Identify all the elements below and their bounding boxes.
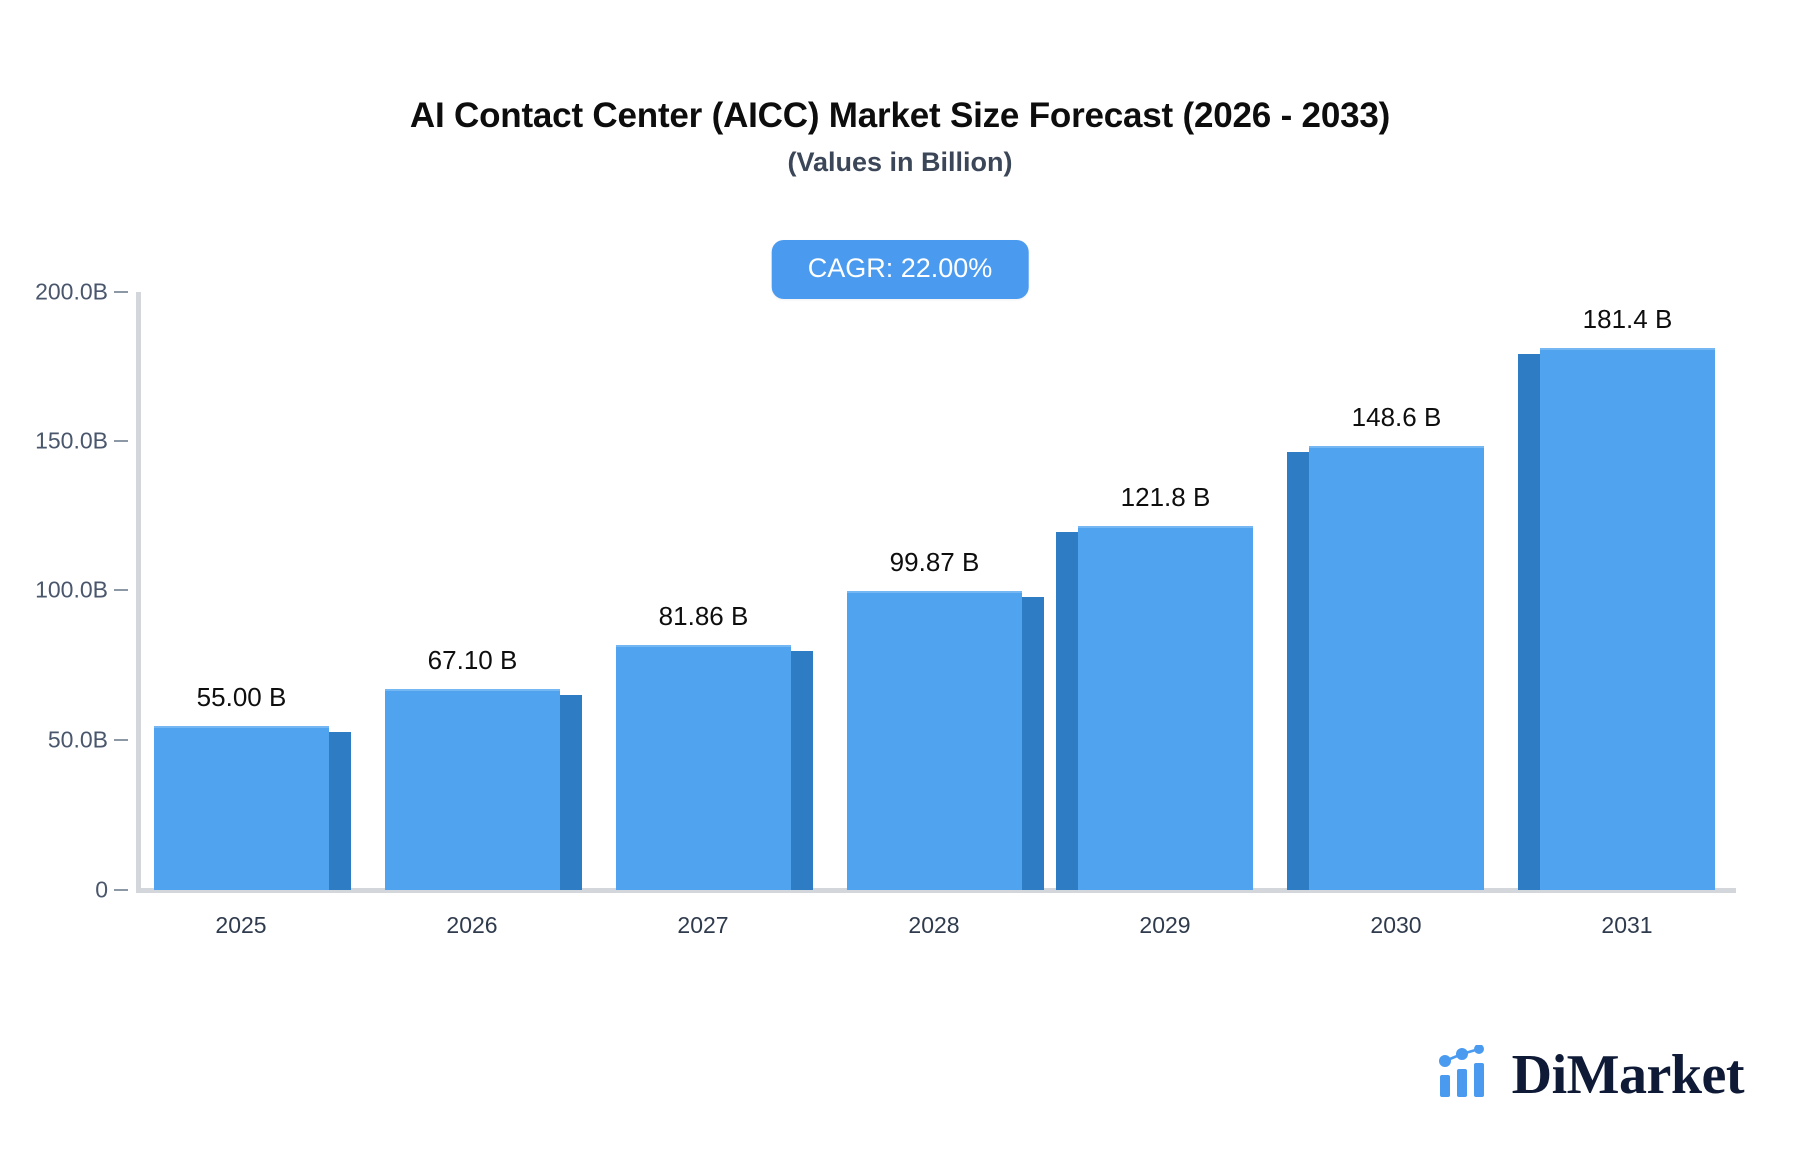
chart-title: AI Contact Center (AICC) Market Size For… [409,96,1391,135]
bar-side-2031 [1518,354,1540,890]
y-tick-mark-100 [114,589,128,591]
chart-subtitle: (Values in Billion) [787,147,1013,177]
y-tick-mark-150 [114,440,128,442]
y-tick-mark-50 [114,739,128,741]
bar-side-2025 [329,732,351,890]
x-tick-label-2027: 2027 [677,912,729,938]
x-tick-label-2026: 2026 [446,912,498,938]
bar-value-label-2030: 148.6 B [1351,402,1442,432]
x-tick-label-2029: 2029 [1139,912,1191,938]
y-tick-label-50: 50.0B [47,726,108,753]
bar-2027[interactable]: 81.86 B [616,601,813,890]
bar-2025[interactable]: 55.00 B [154,682,351,890]
bar-2030[interactable]: 148.6 B [1287,402,1484,890]
bar-side-2029 [1056,532,1078,890]
x-tick-label-2025: 2025 [215,912,267,938]
bar-face-2030 [1309,446,1484,890]
x-tick-label-2028: 2028 [908,912,960,938]
bar-side-2027 [791,651,813,890]
bar-value-label-2031: 181.4 B [1582,304,1673,334]
y-tick-mark-200 [114,291,128,293]
bar-2029[interactable]: 121.8 B [1056,482,1253,890]
bar-value-label-2025: 55.00 B [196,682,287,712]
x-axis-line [136,888,1736,893]
dimarket-logo: DiMarket [1438,1043,1745,1106]
y-axis-line [136,292,141,890]
bar-value-label-2028: 99.87 B [889,547,980,577]
y-tick-label-150: 150.0B [35,427,108,454]
y-tick-mark-0 [114,889,128,891]
bar-value-label-2026: 67.10 B [427,645,518,675]
x-tick-label-2031: 2031 [1601,912,1653,938]
y-tick-label-100: 100.0B [35,576,108,603]
bar-chart-dots-icon [1438,1044,1498,1104]
bar-side-2028 [1022,597,1044,890]
bar-2031[interactable]: 181.4 B [1518,304,1715,890]
bar-face-2026 [385,689,560,890]
bar-value-label-2027: 81.86 B [658,601,749,631]
bar-2028[interactable]: 99.87 B [847,547,1044,890]
bar-side-2026 [560,695,582,890]
y-tick-label-200: 200.0B [35,278,108,305]
bar-face-2031 [1540,348,1715,890]
bar-face-2025 [154,726,329,890]
bar-face-2027 [616,645,791,890]
logo-text: DiMarket [1511,1043,1745,1106]
bar-face-2028 [847,591,1022,890]
bar-side-2030 [1287,452,1309,890]
y-tick-label-0: 0 [95,876,108,903]
bar-value-label-2029: 121.8 B [1120,482,1211,512]
x-tick-label-2030: 2030 [1370,912,1422,938]
bar-2026[interactable]: 67.10 B [385,645,582,890]
cagr-badge: CAGR: 22.00% [771,240,1029,299]
bar-face-2029 [1078,526,1253,890]
